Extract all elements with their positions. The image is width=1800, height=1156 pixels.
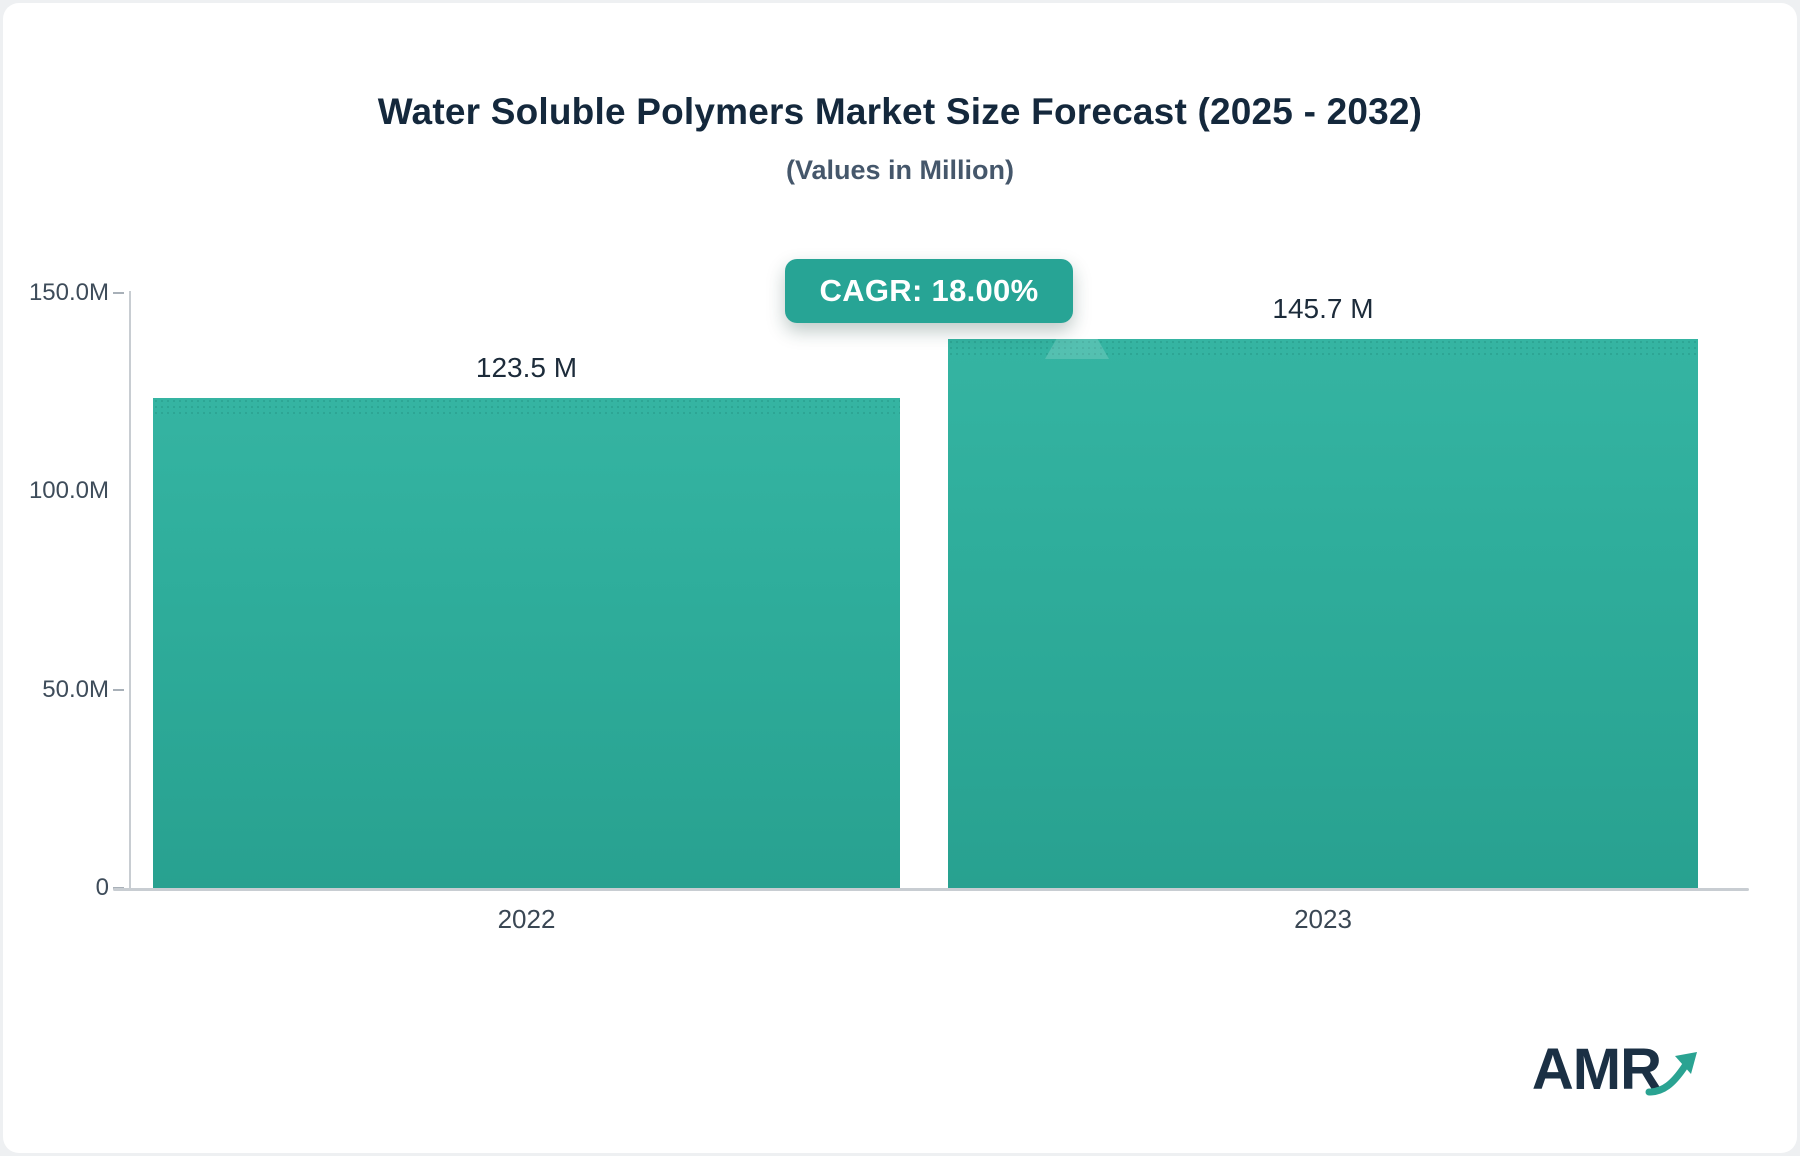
bar-value-label-2022: 123.5 M xyxy=(475,352,578,384)
chart-card: Water Soluble Polymers Market Size Forec… xyxy=(3,3,1797,1153)
y-axis-line xyxy=(129,291,131,888)
y-axis-tick-150 xyxy=(113,292,124,294)
x-axis-line xyxy=(113,888,1749,891)
chart-title: Water Soluble Polymers Market Size Forec… xyxy=(377,91,1423,132)
bar-2023 xyxy=(948,339,1698,888)
x-axis-label-2023: 2023 xyxy=(1294,904,1352,934)
bar-texture-2023 xyxy=(948,339,1698,359)
plot-area: 123.5 M 2022 145.7 M 2023 xyxy=(131,293,1743,934)
x-axis-label-2022: 2022 xyxy=(497,904,556,934)
y-axis-label-100: 100.0M xyxy=(28,477,109,504)
bar-texture-2022 xyxy=(153,398,900,419)
amr-logo-arrow-icon xyxy=(1645,1051,1697,1095)
bar-group-2022: 123.5 M 2022 xyxy=(153,293,900,934)
amr-logo: AMR xyxy=(1532,1036,1701,1103)
chart-subtitle: (Values in Million) xyxy=(785,155,1015,185)
bar-group-2023: 145.7 M 2023 xyxy=(948,293,1698,934)
y-axis-label-0: 0 xyxy=(95,874,109,901)
y-axis-tick-50 xyxy=(113,689,124,691)
bar-2022 xyxy=(153,398,900,888)
y-axis-label-150: 150.0M xyxy=(28,279,109,306)
cagr-badge: CAGR: 18.00% xyxy=(785,259,1073,323)
y-axis-label-50: 50.0M xyxy=(42,676,109,703)
amr-logo-text: AMR xyxy=(1531,1037,1662,1102)
bar-value-label-2023: 145.7 M xyxy=(1272,293,1374,324)
